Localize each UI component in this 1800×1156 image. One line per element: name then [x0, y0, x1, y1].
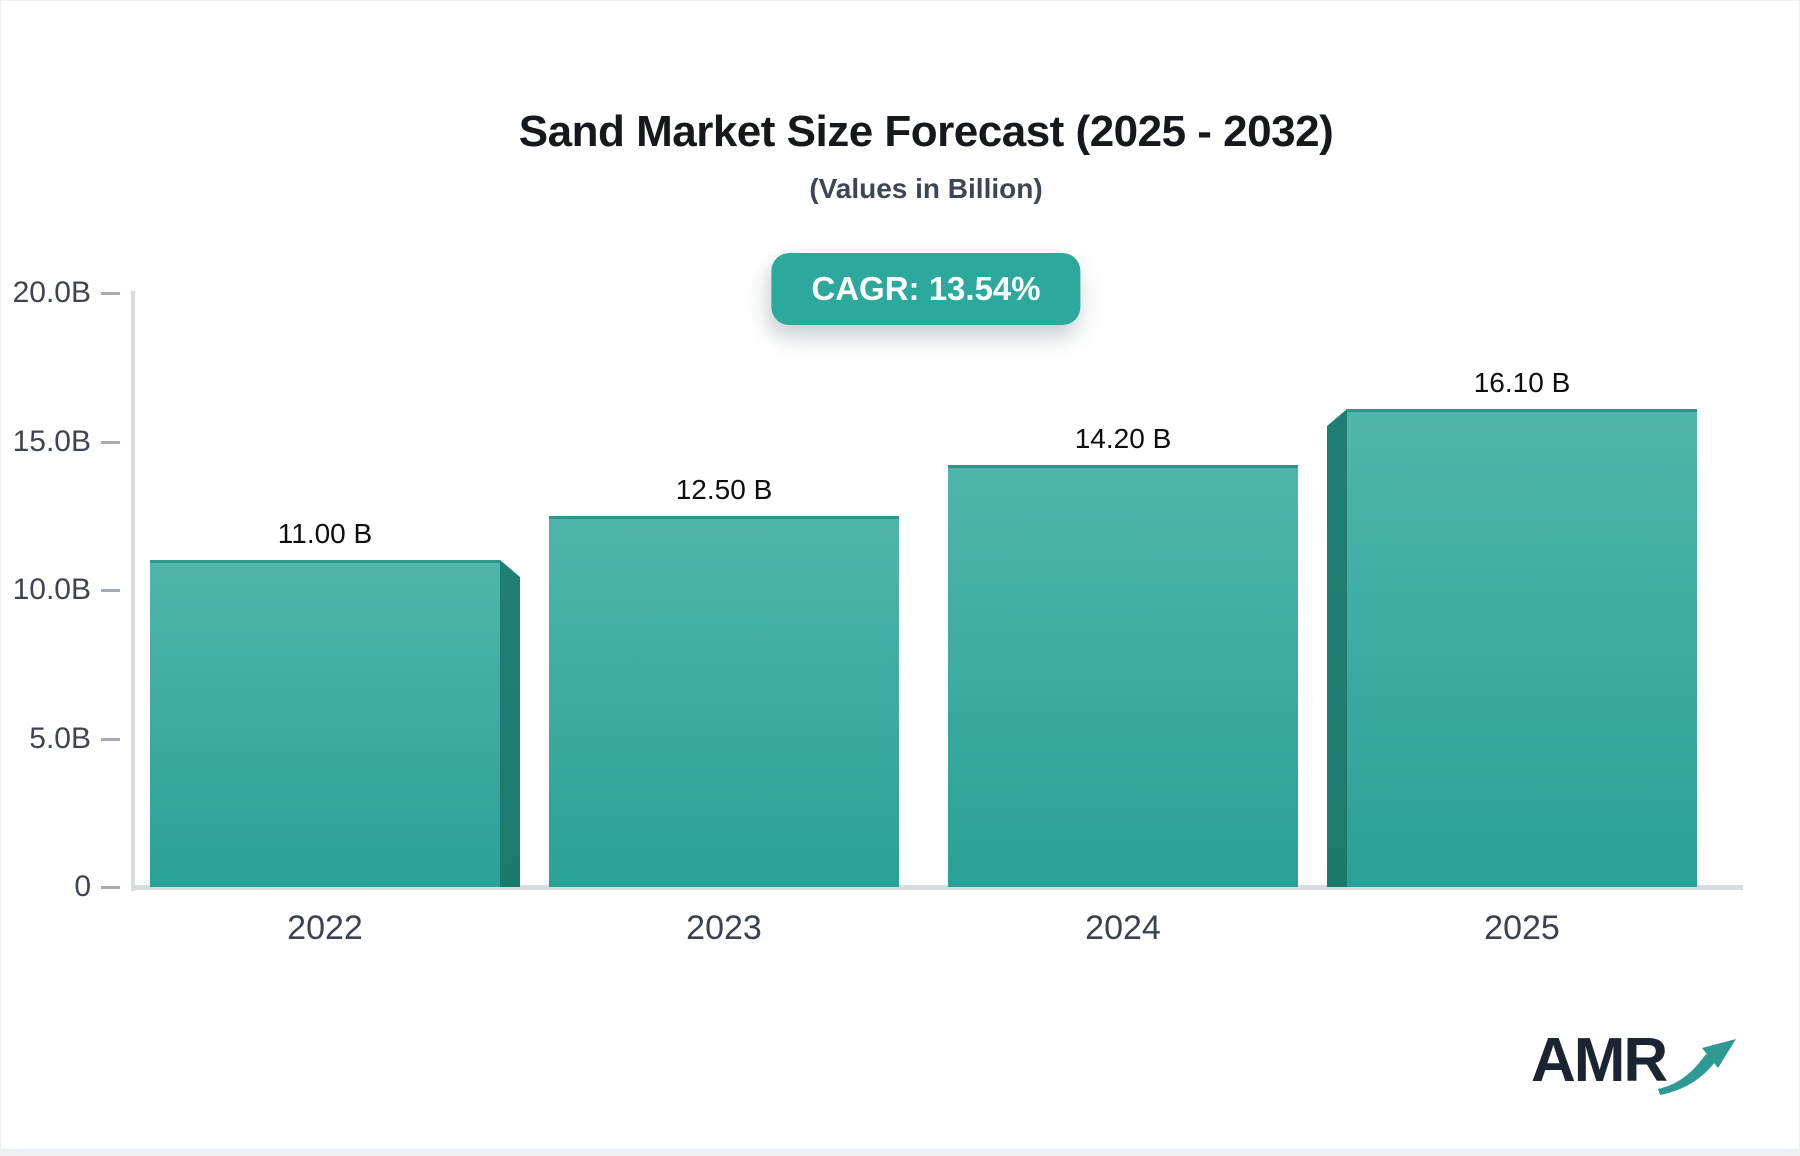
- x-axis-label-2022: 2022: [287, 909, 363, 947]
- y-tick-dash: [101, 589, 120, 592]
- page-bottom-divider: [1, 1149, 1799, 1155]
- x-axis-label-2023: 2023: [686, 909, 762, 947]
- y-tick-label: 20.0B: [12, 276, 91, 309]
- brand-logo: AMR: [1531, 1029, 1744, 1099]
- bar-value-label-2024: 14.20 B: [1074, 423, 1172, 454]
- y-tick-dash: [101, 292, 120, 295]
- x-axis-line: [131, 885, 1743, 890]
- cagr-badge-label: CAGR: 13.54%: [811, 270, 1041, 307]
- bar-2024: [948, 465, 1298, 887]
- chart-title: Sand Market Size Forecast (2025 - 2032): [518, 107, 1334, 156]
- bar-value-label-2022: 11.00 B: [277, 518, 373, 549]
- y-tick-dash: [101, 440, 120, 444]
- chart-subtitle: (Values in Billion): [809, 173, 1043, 204]
- x-axis-label-2025: 2025: [1484, 909, 1560, 947]
- bar-2022: [150, 560, 500, 887]
- y-tick-label: 5.0B: [29, 721, 91, 755]
- cagr-badge: CAGR: 13.54%: [771, 253, 1081, 325]
- y-tick-dash: [101, 737, 120, 741]
- growth-arrow-icon: [1658, 1039, 1737, 1095]
- bar-2023: [549, 516, 899, 887]
- x-axis-label-2024: 2024: [1085, 909, 1161, 947]
- bar-2022-side-panel: [500, 560, 520, 887]
- y-axis-line: [131, 291, 135, 891]
- bar-value-label-2023: 12.50 B: [675, 474, 773, 505]
- bar-2025-side-panel: [1327, 409, 1347, 887]
- brand-logo-text: AMR: [1531, 1026, 1668, 1095]
- y-tick-dash: [101, 886, 120, 889]
- bar-2025: [1347, 409, 1697, 887]
- y-tick-label: 15.0B: [12, 424, 91, 458]
- y-tick-label: 10.0B: [12, 573, 91, 606]
- y-tick-label: 0: [74, 870, 91, 903]
- bar-value-label-2025: 16.10 B: [1473, 367, 1571, 398]
